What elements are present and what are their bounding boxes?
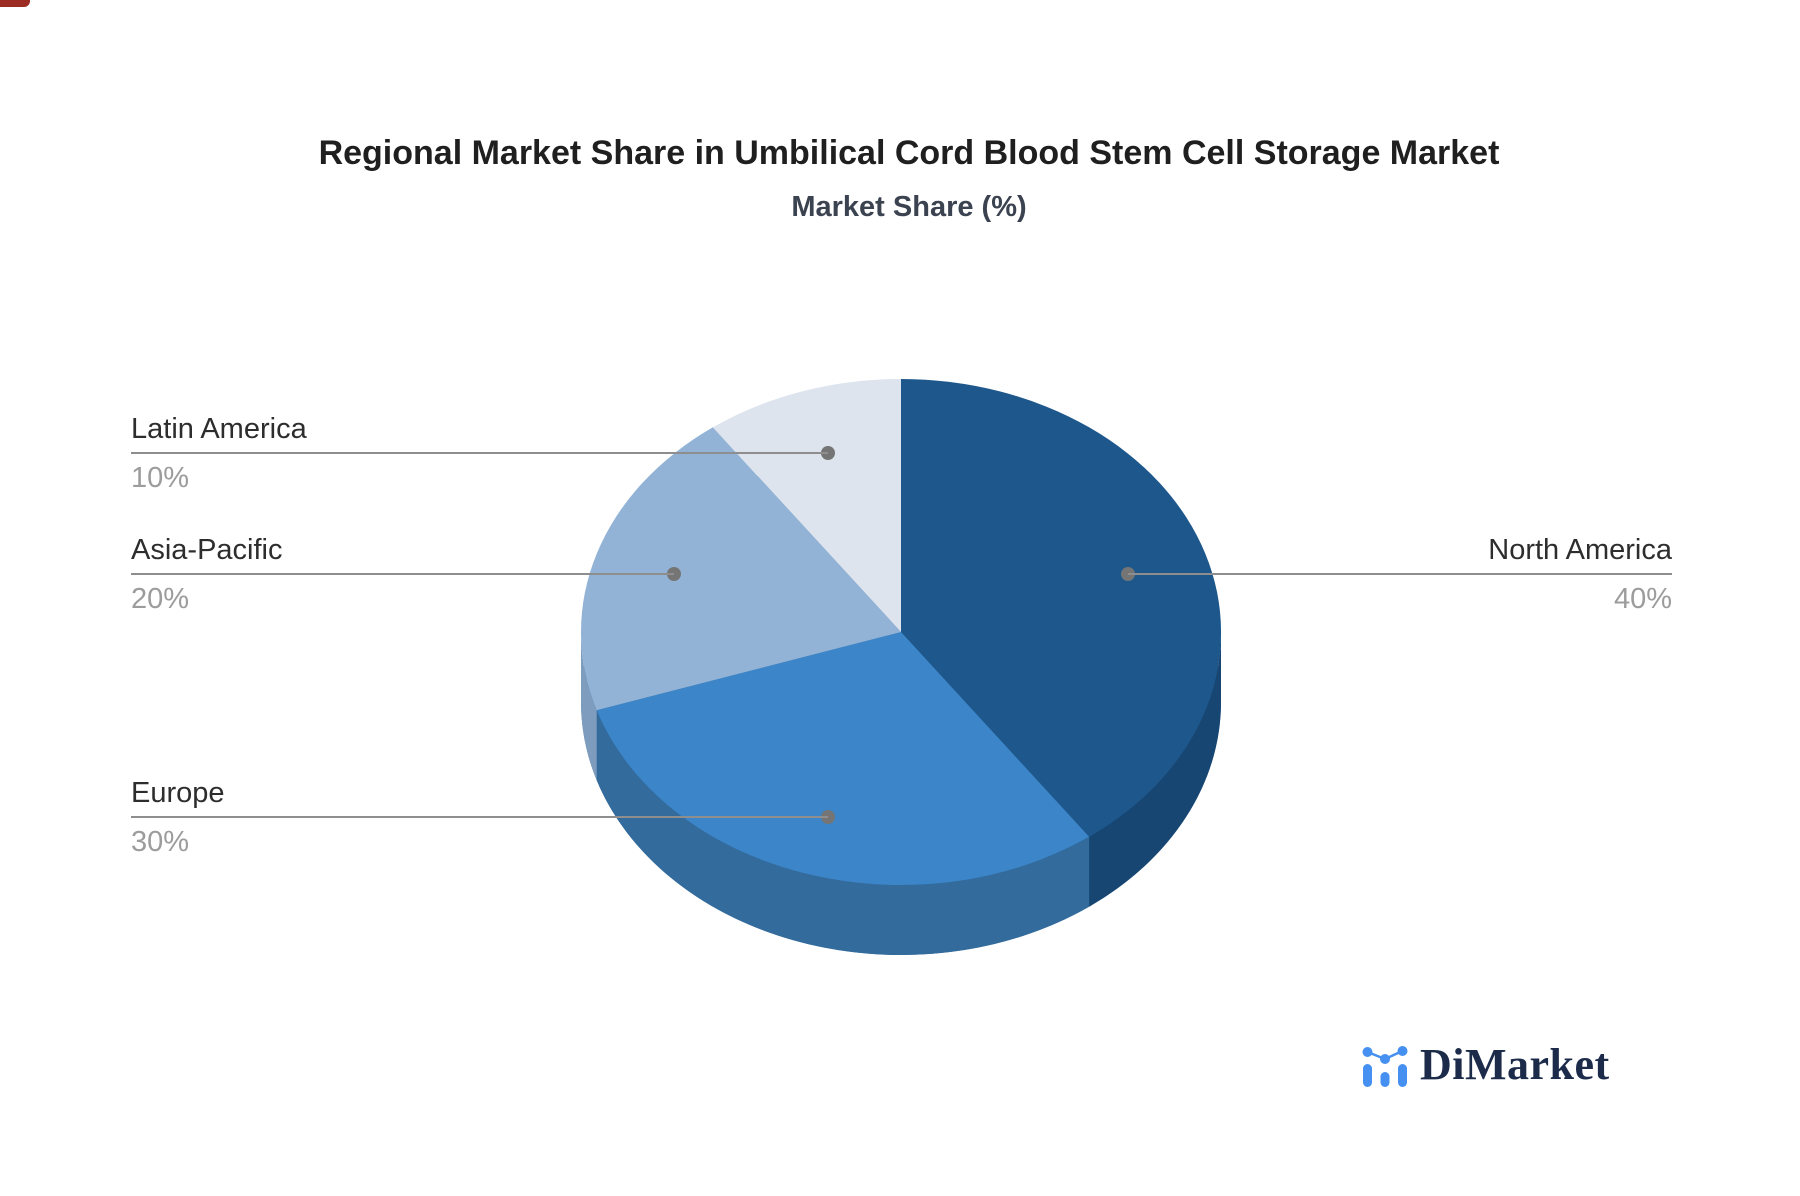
callout-value: 20% bbox=[131, 583, 190, 615]
pie-slice-latin-america[interactable] bbox=[712, 378, 901, 632]
pie-side-asia-pacific bbox=[581, 632, 597, 781]
callout-value: 10% bbox=[131, 462, 190, 494]
screen-corner-artifact bbox=[0, 0, 30, 7]
pie-slice-asia-pacific[interactable] bbox=[581, 427, 901, 711]
callout-label: North America bbox=[1128, 533, 1672, 575]
pie-side-europe bbox=[596, 710, 1090, 956]
asia-pacific-anchor-dot bbox=[667, 567, 681, 581]
callout-label: Asia-Pacific bbox=[131, 533, 674, 575]
callout-value: 40% bbox=[1613, 583, 1672, 615]
chart-subtitle: Market Share (%) bbox=[791, 191, 1027, 223]
bar-line-chart-icon bbox=[1362, 1046, 1408, 1087]
callout-label: Latin America bbox=[131, 412, 828, 454]
pie-slice-europe[interactable] bbox=[596, 632, 1090, 886]
chart-title: Regional Market Share in Umbilical Cord … bbox=[318, 134, 1500, 172]
callout-north-america: North America 40% bbox=[1128, 533, 1672, 616]
dimarket-logo: DiMarket bbox=[1362, 1040, 1610, 1090]
pie-3d-group bbox=[581, 378, 1222, 956]
logo-text: DiMarket bbox=[1420, 1040, 1610, 1089]
pie-slice-north-america[interactable] bbox=[901, 378, 1222, 837]
callout-latin-america: Latin America 10% bbox=[131, 412, 828, 495]
callout-anchor-dots bbox=[667, 446, 1135, 824]
callout-asia-pacific: Asia-Pacific 20% bbox=[131, 533, 674, 616]
callout-label: Europe bbox=[131, 776, 828, 818]
callout-europe: Europe 30% bbox=[131, 776, 828, 859]
europe-anchor-dot bbox=[821, 810, 835, 824]
pie-side-north-america bbox=[1089, 632, 1222, 907]
latin-america-anchor-dot bbox=[821, 446, 835, 460]
callout-value: 30% bbox=[131, 826, 190, 858]
